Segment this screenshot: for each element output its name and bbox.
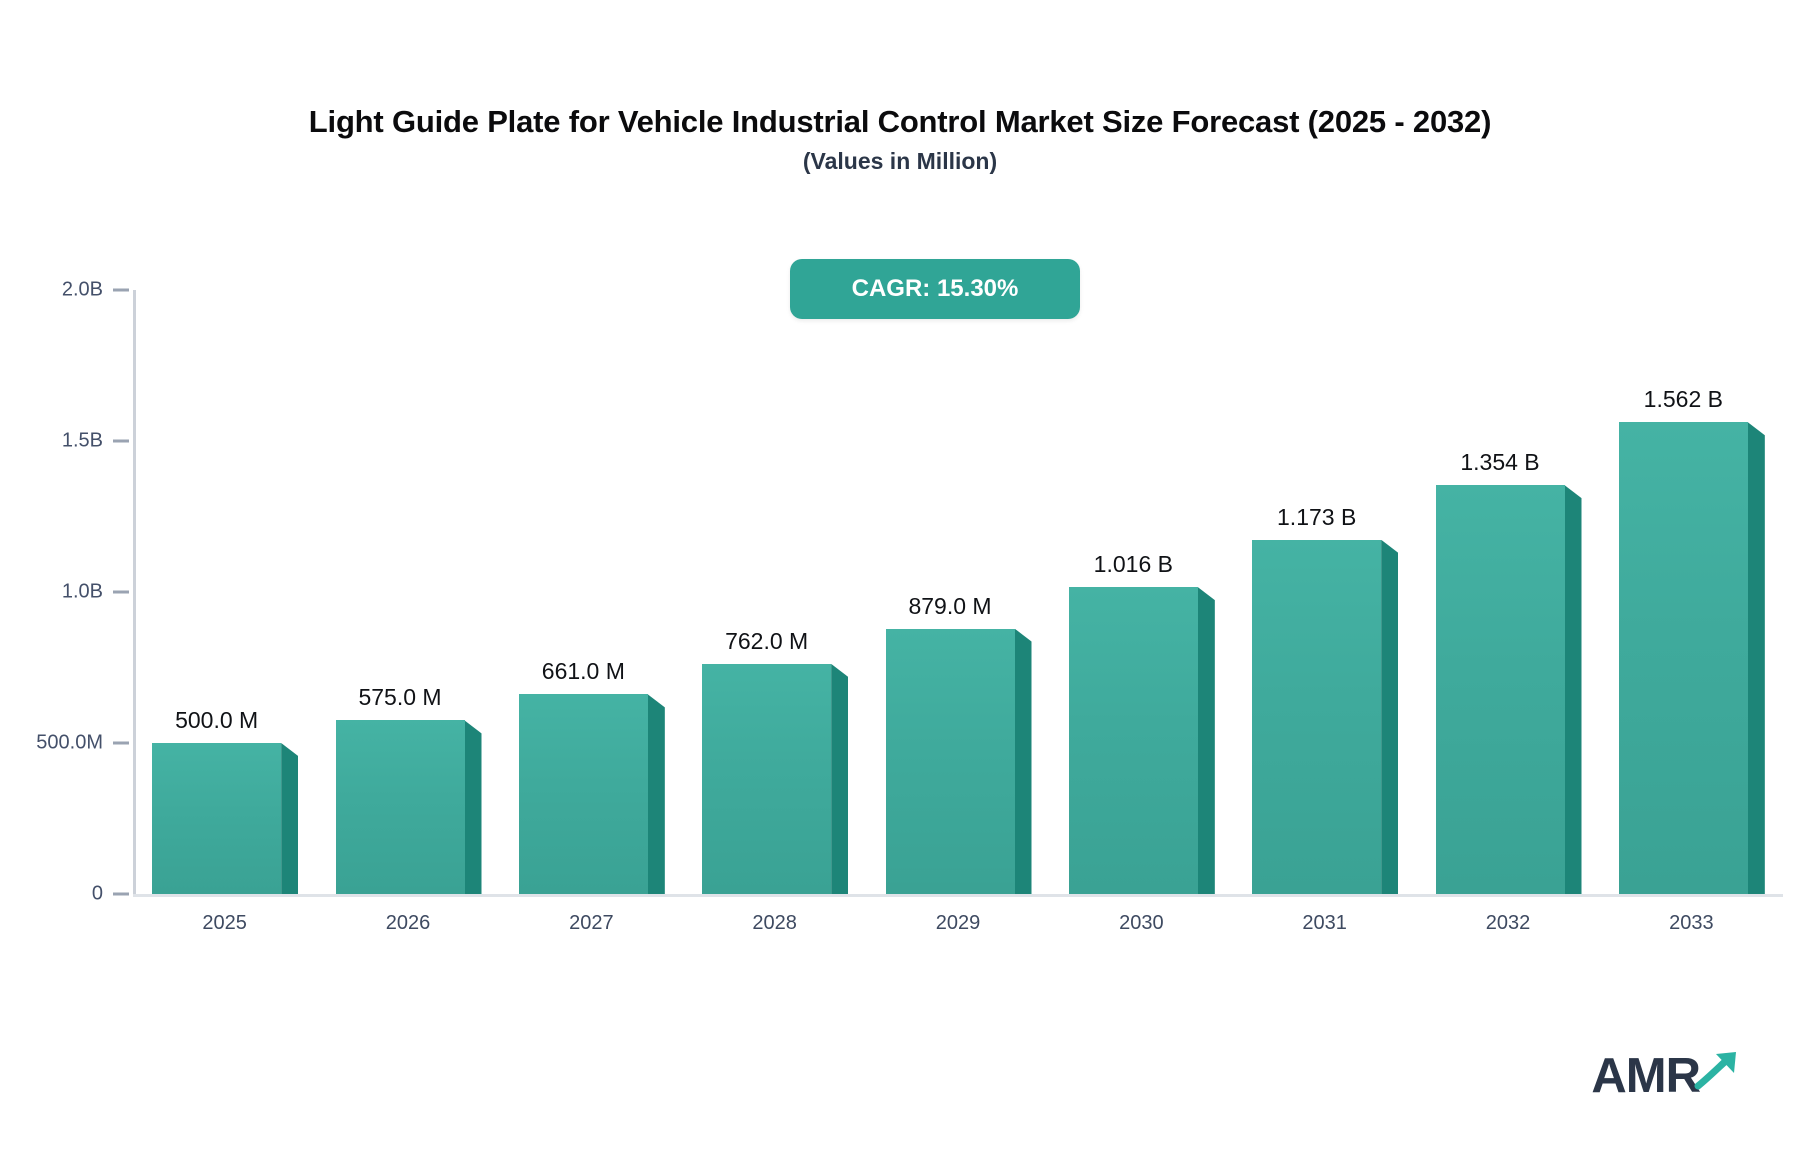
bar-front-face — [1618, 422, 1748, 894]
y-axis-tick: 0 — [0, 883, 129, 906]
y-axis-tick-mark — [113, 892, 129, 896]
bar-2028[interactable]: 762.0 M — [702, 628, 849, 894]
bar-front-face — [335, 720, 465, 894]
bar-value-label: 500.0 M — [175, 707, 259, 733]
y-axis-tick-label: 1.0B — [61, 580, 103, 603]
bar-2032[interactable]: 1.354 B — [1435, 449, 1582, 894]
bar-front-face — [1435, 485, 1565, 894]
y-axis-tick-label: 500.0M — [36, 731, 103, 754]
bar-front-face — [518, 694, 648, 894]
bar-side-face — [1197, 587, 1215, 894]
bar-side-face — [831, 663, 849, 894]
bar-value-label: 575.0 M — [358, 684, 442, 711]
x-axis-label-2025: 2025 — [202, 912, 247, 934]
bar-2030[interactable]: 1.016 B — [1068, 551, 1215, 894]
y-axis-line — [133, 290, 136, 896]
y-axis-tick: 1.0B — [0, 581, 129, 604]
x-axis-label-2031: 2031 — [1302, 912, 1347, 934]
y-axis-tick: 1.5B — [0, 430, 129, 453]
x-axis-label-2032: 2032 — [1485, 912, 1531, 934]
bar-front-face — [885, 628, 1015, 894]
bar-2033[interactable]: 1.562 B — [1618, 386, 1765, 894]
x-axis-label-2030: 2030 — [1119, 912, 1164, 934]
bar-side-face — [1014, 628, 1032, 894]
bar-value-label: 762.0 M — [725, 627, 809, 654]
amr-logo: AMR — [1591, 1048, 1740, 1101]
bar-2029[interactable]: 879.0 M — [885, 593, 1032, 894]
chart-subtitle: (Values in Million) — [802, 148, 998, 174]
cagr-badge: CAGR: 15.30% — [790, 259, 1080, 319]
y-axis-tick-label: 2.0B — [61, 278, 103, 301]
chart-title: Light Guide Plate for Vehicle Industrial… — [308, 104, 1492, 139]
bar-front-face — [1252, 539, 1382, 894]
bar-front-face — [152, 743, 282, 894]
bar-value-label: 1.016 B — [1093, 551, 1173, 578]
bar-value-label: 879.0 M — [908, 592, 992, 619]
bar-value-label: 1.173 B — [1277, 503, 1357, 530]
bar-2025[interactable]: 500.0 M — [152, 707, 299, 894]
y-axis-tick-mark — [113, 590, 129, 594]
cagr-badge-label: CAGR: 15.30% — [851, 275, 1019, 302]
x-axis-label-2033: 2033 — [1669, 912, 1714, 934]
bar-value-label: 661.0 M — [541, 658, 625, 685]
x-axis-line — [133, 894, 1783, 897]
bar-2027[interactable]: 661.0 M — [518, 658, 665, 894]
bar-value-label: 1.562 B — [1643, 386, 1723, 413]
bar-2026[interactable]: 575.0 M — [335, 684, 482, 894]
bar-2031[interactable]: 1.173 B — [1252, 504, 1399, 894]
x-axis-label-2028: 2028 — [752, 912, 797, 934]
x-axis-label-2026: 2026 — [385, 912, 431, 934]
y-axis-tick-mark — [113, 439, 129, 443]
x-axis-label-2029: 2029 — [935, 912, 981, 934]
y-axis-tick-label: 1.5B — [61, 429, 103, 452]
y-axis-tick-label: 0 — [91, 882, 103, 905]
y-axis-tick-mark — [113, 288, 129, 292]
bar-side-face — [1381, 539, 1399, 894]
bar-side-face — [647, 694, 665, 894]
bar-side-face — [464, 720, 482, 894]
bar-side-face — [1747, 422, 1765, 894]
y-axis-tick: 2.0B — [0, 279, 129, 302]
x-axis-label-2027: 2027 — [569, 912, 614, 934]
bar-side-face — [1564, 485, 1582, 894]
bar-front-face — [702, 663, 832, 894]
y-axis-tick-mark — [113, 741, 129, 745]
amr-logo-text: AMR — [1591, 1049, 1701, 1103]
bar-value-label: 1.354 B — [1460, 449, 1540, 476]
y-axis-tick: 500.0M — [0, 732, 129, 755]
bar-side-face — [281, 743, 299, 894]
arrow-up-right-icon — [1694, 1048, 1740, 1095]
bar-front-face — [1068, 587, 1198, 894]
